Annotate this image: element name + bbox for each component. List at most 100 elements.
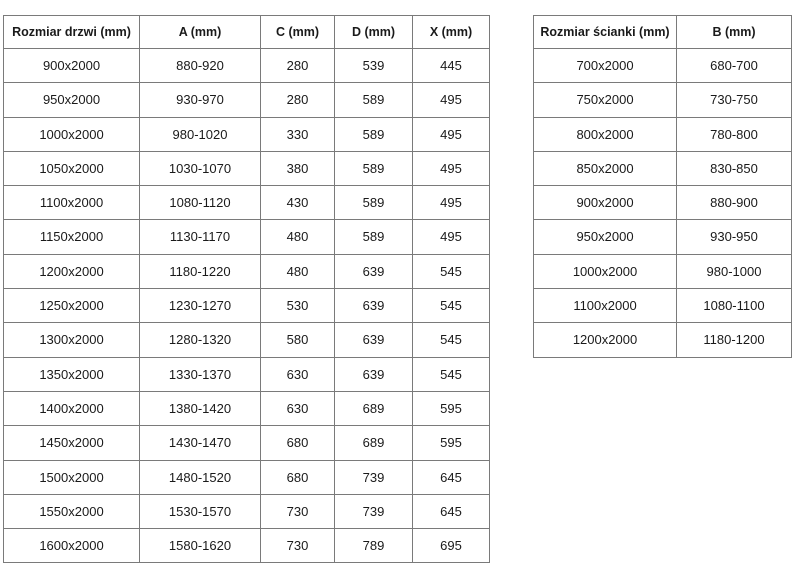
cell-door-size: 900x2000 bbox=[3, 47, 140, 84]
walls-size-table: Rozmiar ścianki (mm) B (mm) 700x2000 680-… bbox=[533, 15, 792, 358]
table-row: 1100x2000 1080-1100 bbox=[533, 288, 792, 324]
cell-d: 789 bbox=[334, 528, 413, 563]
table-row: 1200x2000 1180-1220 480 639 545 bbox=[3, 253, 490, 290]
cell-c: 480 bbox=[260, 253, 335, 290]
column-header-c: C (mm) bbox=[260, 15, 335, 49]
cell-a: 880-920 bbox=[139, 47, 261, 84]
cell-wall-size: 1100x2000 bbox=[533, 288, 677, 324]
cell-a: 1230-1270 bbox=[139, 288, 261, 324]
cell-x: 545 bbox=[412, 288, 490, 324]
doors-size-table: Rozmiar drzwi (mm) A (mm) C (mm) D (mm) … bbox=[3, 15, 490, 563]
cell-door-size: 1050x2000 bbox=[3, 150, 140, 187]
cell-c: 280 bbox=[260, 82, 335, 118]
cell-a: 1280-1320 bbox=[139, 322, 261, 358]
cell-a: 1030-1070 bbox=[139, 150, 261, 187]
table-row: 700x2000 680-700 bbox=[533, 47, 792, 84]
table-row: 1300x2000 1280-1320 580 639 545 bbox=[3, 322, 490, 358]
cell-door-size: 1450x2000 bbox=[3, 425, 140, 461]
table-row: 1450x2000 1430-1470 680 689 595 bbox=[3, 425, 490, 461]
cell-c: 480 bbox=[260, 219, 335, 255]
cell-c: 730 bbox=[260, 493, 335, 530]
walls-size-table-container: Rozmiar ścianki (mm) B (mm) 700x2000 680-… bbox=[533, 15, 792, 358]
doors-table-body: 900x2000 880-920 280 539 445 950x2000 930-970 2… bbox=[3, 47, 490, 563]
cell-x: 595 bbox=[412, 390, 490, 427]
table-row: 1100x2000 1080-1120 430 589 495 bbox=[3, 185, 490, 221]
cell-b: 1180-1200 bbox=[676, 322, 792, 358]
table-row: 950x2000 930-950 bbox=[533, 219, 792, 255]
table-header-row: Rozmiar ścianki (mm) B (mm) bbox=[533, 15, 792, 49]
cell-d: 539 bbox=[334, 47, 413, 84]
cell-door-size: 1500x2000 bbox=[3, 459, 140, 495]
cell-wall-size: 750x2000 bbox=[533, 82, 677, 118]
cell-c: 680 bbox=[260, 425, 335, 461]
cell-b: 930-950 bbox=[676, 219, 792, 255]
cell-a: 1480-1520 bbox=[139, 459, 261, 495]
doors-table-header: Rozmiar drzwi (mm) A (mm) C (mm) D (mm) … bbox=[3, 15, 490, 49]
cell-x: 545 bbox=[412, 356, 490, 392]
cell-b: 880-900 bbox=[676, 185, 792, 221]
table-row: 850x2000 830-850 bbox=[533, 150, 792, 187]
table-row: 1050x2000 1030-1070 380 589 495 bbox=[3, 150, 490, 187]
cell-wall-size: 950x2000 bbox=[533, 219, 677, 255]
table-row: 1550x2000 1530-1570 730 739 645 bbox=[3, 493, 490, 530]
table-row: 1000x2000 980-1020 330 589 495 bbox=[3, 116, 490, 152]
walls-table-body: 700x2000 680-700 750x2000 730-750 800x2000 78… bbox=[533, 47, 792, 358]
cell-d: 589 bbox=[334, 219, 413, 255]
cell-x: 495 bbox=[412, 116, 490, 152]
cell-x: 495 bbox=[412, 185, 490, 221]
cell-b: 1080-1100 bbox=[676, 288, 792, 324]
cell-x: 495 bbox=[412, 219, 490, 255]
cell-a: 1580-1620 bbox=[139, 528, 261, 563]
cell-c: 530 bbox=[260, 288, 335, 324]
table-row: 1200x2000 1180-1200 bbox=[533, 322, 792, 358]
cell-d: 739 bbox=[334, 459, 413, 495]
table-row: 950x2000 930-970 280 589 495 bbox=[3, 82, 490, 118]
cell-d: 589 bbox=[334, 116, 413, 152]
table-row: 1250x2000 1230-1270 530 639 545 bbox=[3, 288, 490, 324]
column-header-a: A (mm) bbox=[139, 15, 261, 49]
table-row: 1400x2000 1380-1420 630 689 595 bbox=[3, 390, 490, 427]
cell-wall-size: 850x2000 bbox=[533, 150, 677, 187]
column-header-b: B (mm) bbox=[676, 15, 792, 49]
cell-d: 589 bbox=[334, 82, 413, 118]
table-row: 1150x2000 1130-1170 480 589 495 bbox=[3, 219, 490, 255]
cell-c: 630 bbox=[260, 356, 335, 392]
table-header-row: Rozmiar drzwi (mm) A (mm) C (mm) D (mm) … bbox=[3, 15, 490, 49]
cell-wall-size: 800x2000 bbox=[533, 116, 677, 152]
cell-door-size: 1600x2000 bbox=[3, 528, 140, 563]
cell-door-size: 1350x2000 bbox=[3, 356, 140, 392]
cell-door-size: 1300x2000 bbox=[3, 322, 140, 358]
table-row: 1600x2000 1580-1620 730 789 695 bbox=[3, 528, 490, 563]
cell-d: 689 bbox=[334, 425, 413, 461]
table-row: 1350x2000 1330-1370 630 639 545 bbox=[3, 356, 490, 392]
column-header-d: D (mm) bbox=[334, 15, 413, 49]
table-row: 1000x2000 980-1000 bbox=[533, 253, 792, 290]
cell-wall-size: 1200x2000 bbox=[533, 322, 677, 358]
column-header-wall-size: Rozmiar ścianki (mm) bbox=[533, 15, 677, 49]
cell-d: 589 bbox=[334, 185, 413, 221]
cell-d: 639 bbox=[334, 288, 413, 324]
cell-a: 1180-1220 bbox=[139, 253, 261, 290]
walls-table-header: Rozmiar ścianki (mm) B (mm) bbox=[533, 15, 792, 49]
cell-c: 430 bbox=[260, 185, 335, 221]
doors-size-table-container: Rozmiar drzwi (mm) A (mm) C (mm) D (mm) … bbox=[3, 15, 490, 563]
cell-b: 680-700 bbox=[676, 47, 792, 84]
column-header-door-size: Rozmiar drzwi (mm) bbox=[3, 15, 140, 49]
table-row: 800x2000 780-800 bbox=[533, 116, 792, 152]
cell-wall-size: 700x2000 bbox=[533, 47, 677, 84]
cell-c: 280 bbox=[260, 47, 335, 84]
cell-door-size: 1000x2000 bbox=[3, 116, 140, 152]
cell-a: 1330-1370 bbox=[139, 356, 261, 392]
table-row: 900x2000 880-900 bbox=[533, 185, 792, 221]
table-row: 750x2000 730-750 bbox=[533, 82, 792, 118]
cell-d: 739 bbox=[334, 493, 413, 530]
cell-door-size: 1400x2000 bbox=[3, 390, 140, 427]
cell-a: 1130-1170 bbox=[139, 219, 261, 255]
cell-d: 589 bbox=[334, 150, 413, 187]
cell-c: 730 bbox=[260, 528, 335, 563]
cell-a: 1530-1570 bbox=[139, 493, 261, 530]
cell-x: 445 bbox=[412, 47, 490, 84]
cell-a: 1380-1420 bbox=[139, 390, 261, 427]
cell-wall-size: 1000x2000 bbox=[533, 253, 677, 290]
cell-x: 645 bbox=[412, 459, 490, 495]
